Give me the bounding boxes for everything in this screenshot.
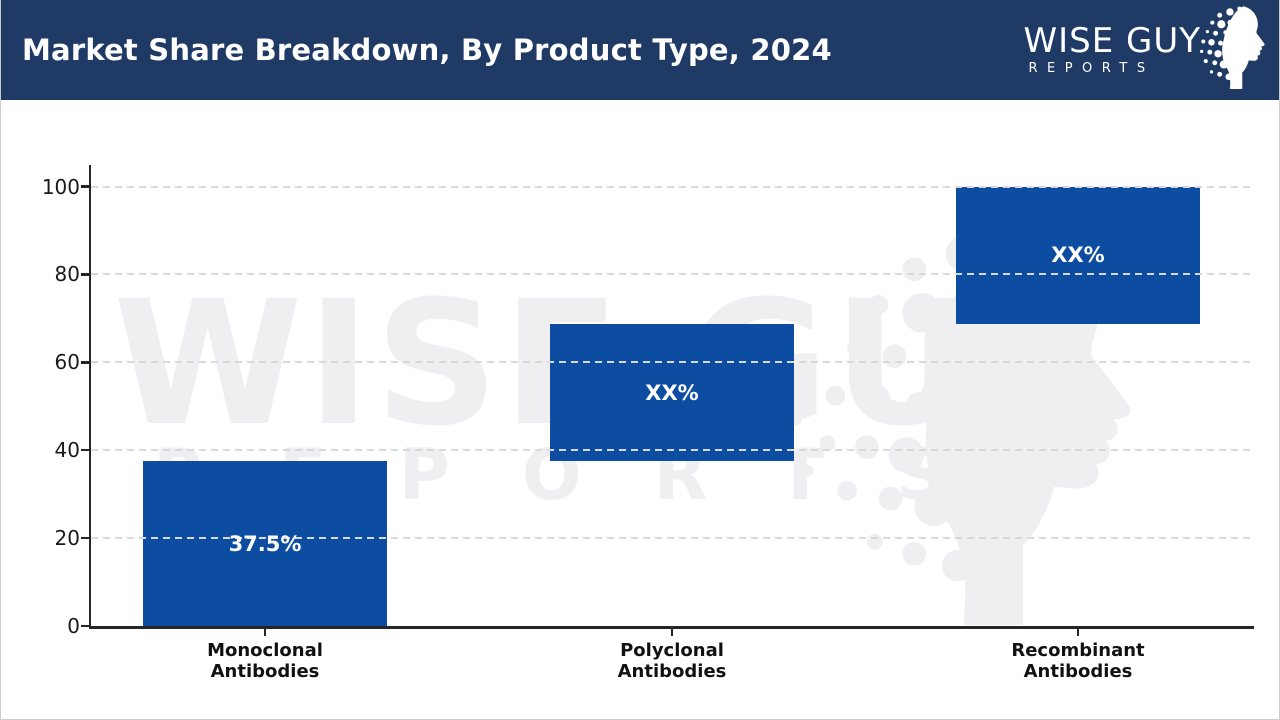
y-axis-tick-label: 40 (54, 438, 80, 463)
gridline (91, 185, 1254, 188)
logo-text: WISE GUY REPORTS (1023, 24, 1201, 75)
chart-title: Market Share Breakdown, By Product Type,… (22, 33, 832, 67)
y-axis-tick (81, 624, 89, 628)
gridline (91, 273, 1254, 276)
y-axis-tick-label: 80 (54, 262, 80, 287)
category-line: Polyclonal (620, 640, 724, 661)
y-axis-tick-label: 60 (54, 350, 80, 375)
gridline (91, 449, 1254, 452)
y-axis-tick (81, 185, 89, 188)
y-axis-line (88, 165, 91, 629)
bar-value-label: XX% (1051, 243, 1105, 268)
category-line: Antibodies (617, 661, 727, 682)
y-axis-tick-label: 20 (54, 526, 80, 551)
y-axis-tick (81, 536, 89, 540)
x-axis-category-label: Monoclonal Antibodies (115, 640, 415, 682)
x-axis-tick (263, 628, 267, 636)
gridline (91, 361, 1254, 364)
bar-recombinant-antibodies (956, 186, 1200, 324)
bar-polyclonal-antibodies (550, 323, 794, 462)
wiseguy-face-icon (1200, 6, 1265, 90)
x-axis-category-label: Polyclonal Antibodies (522, 640, 822, 682)
logo-name: WISE GUY (1023, 20, 1201, 61)
x-axis-tick (670, 628, 674, 636)
y-axis-tick (81, 273, 89, 276)
y-axis-tick-label: 0 (67, 614, 80, 638)
x-axis-line (88, 626, 1254, 629)
logo-subtitle: REPORTS (1028, 60, 1155, 76)
bar-monoclonal-antibodies (143, 461, 387, 626)
bar-value-label: 37.5% (228, 531, 302, 556)
category-line: Antibodies (1023, 661, 1133, 682)
category-line: Monoclonal (207, 640, 323, 661)
y-axis-tick (81, 361, 89, 364)
header-bar: Market Share Breakdown, By Product Type,… (1, 0, 1279, 100)
wiseguy-logo: WISE GUY REPORTS (1023, 2, 1273, 90)
y-axis-tick-label: 100 (41, 174, 80, 199)
x-axis-tick (1076, 628, 1080, 636)
gridline (91, 537, 1254, 540)
x-axis-category-label: Recombinant Antibodies (928, 640, 1228, 682)
category-line: Recombinant (1011, 640, 1145, 661)
bar-value-label: XX% (645, 380, 699, 405)
y-axis-tick (81, 448, 89, 452)
category-line: Antibodies (210, 661, 320, 682)
